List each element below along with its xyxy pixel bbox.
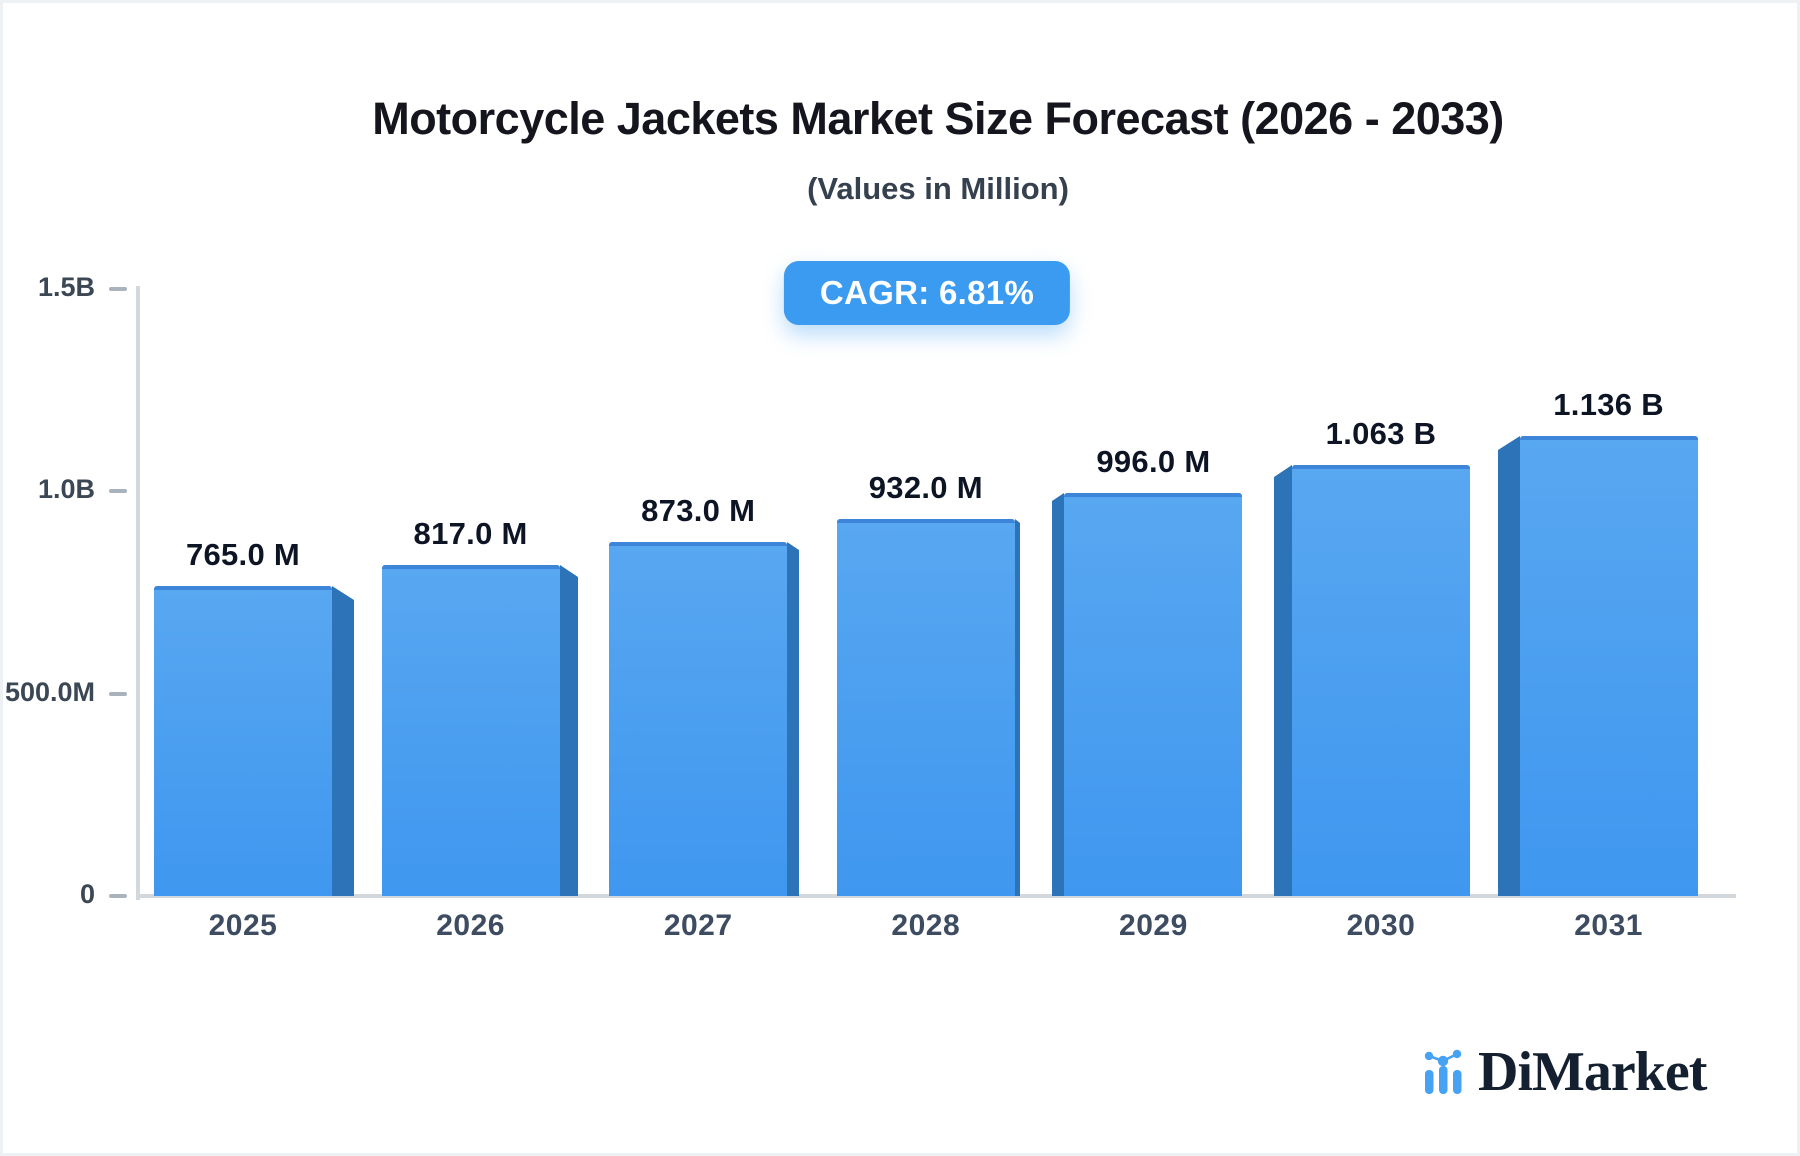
y-axis-tick-mark (109, 286, 127, 291)
y-axis-tick-mark (109, 691, 127, 696)
bar-3d-side (560, 565, 578, 896)
bar-2027 (609, 542, 787, 896)
bar-3d-side (787, 542, 799, 896)
y-axis-tick-mark (109, 894, 127, 898)
y-axis-tick-label: 500.0M (4, 676, 95, 707)
cagr-badge: CAGR: 6.81% (783, 261, 1071, 325)
bar-value-label: 873.0 M (641, 493, 756, 528)
bar-2029 (1064, 493, 1242, 896)
bar-line-chart-icon (1424, 1049, 1462, 1094)
bar-3d-side (1498, 436, 1520, 896)
bar-value-label: 996.0 M (1096, 444, 1211, 479)
y-axis-tick-label: 1.0B (37, 474, 95, 504)
y-axis-tick-label: 0 (79, 879, 95, 909)
x-axis-label-2028: 2028 (891, 909, 961, 942)
bar-2031 (1520, 436, 1698, 896)
y-axis-tick-label: 1.5B (37, 271, 95, 302)
bar-value-label: 765.0 M (185, 537, 301, 572)
bar-chart-plot: 0 500.0M 1.0B 1.5B 765.0 M 2025 817.0 M 2026 873… (3, 3, 1797, 1153)
x-axis-label-2030: 2030 (1346, 909, 1416, 942)
bar-2025 (154, 586, 332, 896)
x-axis-label-2031: 2031 (1574, 909, 1643, 942)
dimarket-logo: DiMarket (1423, 1041, 1707, 1104)
bar-2030 (1292, 465, 1470, 896)
bar-3d-side (1015, 519, 1020, 896)
bar-3d-side (1274, 465, 1292, 896)
bar-value-label: 932.0 M (868, 470, 983, 505)
x-axis-label-2026: 2026 (436, 909, 505, 942)
bar-3d-side (332, 586, 354, 896)
bar-3d-side (1052, 493, 1064, 896)
x-axis-label-2029: 2029 (1119, 909, 1188, 942)
x-axis-label-2027: 2027 (663, 909, 733, 942)
bar-2026 (382, 565, 560, 896)
y-axis-tick-mark (109, 489, 127, 493)
x-axis-label-2025: 2025 (208, 909, 278, 942)
bar-2028 (837, 519, 1015, 896)
bar-value-label: 1.136 B (1553, 387, 1664, 422)
x-axis-baseline (136, 894, 1736, 898)
y-axis-line (136, 286, 140, 900)
bar-value-label: 1.063 B (1325, 416, 1437, 451)
dimarket-logo-text: DiMarket (1478, 1041, 1707, 1104)
bar-value-label: 817.0 M (413, 516, 528, 551)
